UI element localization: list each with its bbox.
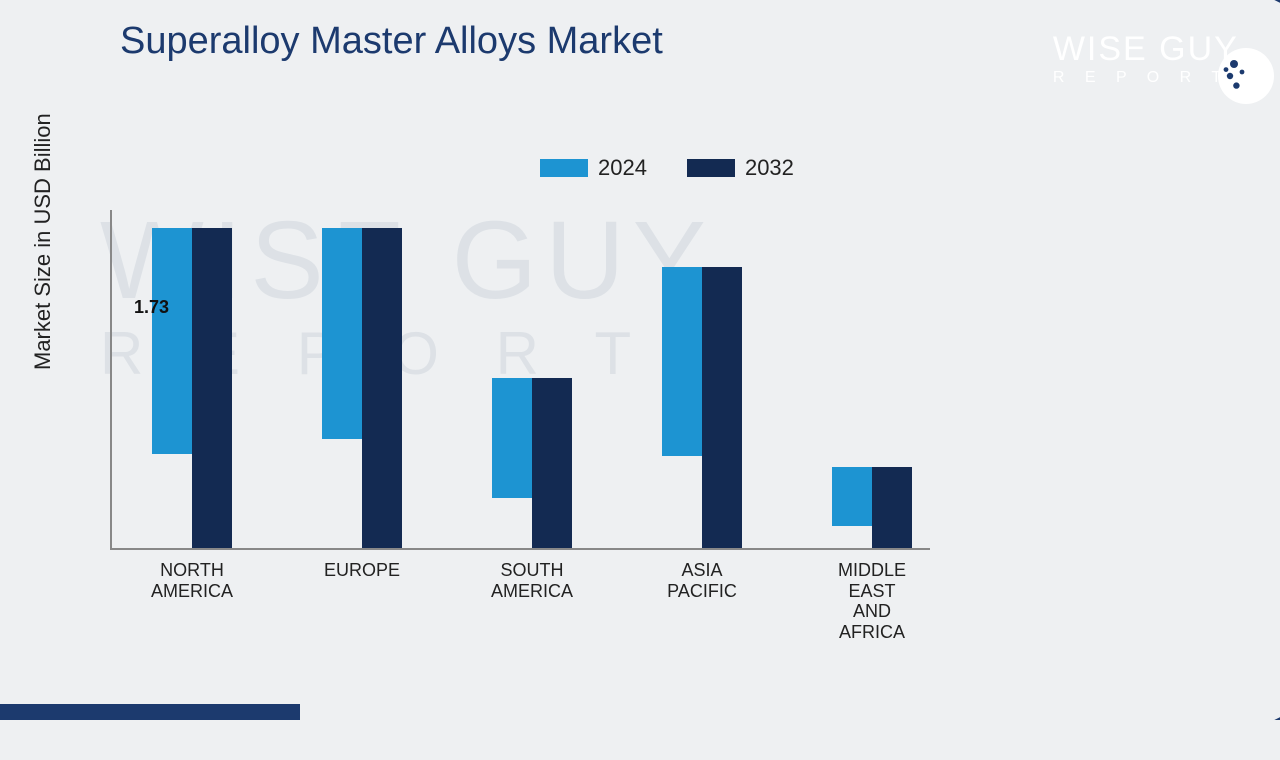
x-tick-label: MIDDLEEASTANDAFRICA — [802, 560, 942, 643]
bar-2024 — [152, 228, 192, 454]
legend-swatch-2032 — [687, 159, 735, 177]
bar-chart: NORTHAMERICA1.73EUROPESOUTHAMERICAASIAPA… — [110, 210, 930, 550]
bar-group — [642, 267, 762, 548]
x-tick-label: ASIAPACIFIC — [632, 560, 772, 601]
legend-item-2024: 2024 — [540, 155, 647, 181]
bar-2024 — [832, 467, 872, 526]
bar-2024 — [492, 378, 532, 498]
bar-2024 — [322, 228, 362, 440]
bar-2032 — [702, 267, 742, 548]
brand-logo: WISE GUY R E P O R T S — [1053, 30, 1260, 87]
y-axis-label: Market Size in USD Billion — [30, 113, 56, 370]
bar-2032 — [192, 228, 232, 548]
chart-title: Superalloy Master Alloys Market — [120, 20, 663, 63]
x-tick-label: EUROPE — [292, 560, 432, 581]
legend-label-2032: 2032 — [745, 155, 794, 181]
x-tick-label: SOUTHAMERICA — [462, 560, 602, 601]
bottom-accent-bar — [0, 704, 300, 720]
bar-2024 — [662, 267, 702, 457]
x-tick-label: NORTHAMERICA — [122, 560, 262, 601]
legend-label-2024: 2024 — [598, 155, 647, 181]
legend-swatch-2024 — [540, 159, 588, 177]
bar-2032 — [362, 228, 402, 548]
bar-2032 — [872, 467, 912, 548]
bar-2032 — [532, 378, 572, 548]
bar-group — [472, 378, 592, 548]
bar-group — [812, 467, 932, 548]
head-icon — [1198, 36, 1278, 116]
legend-item-2032: 2032 — [687, 155, 794, 181]
bar-group — [132, 228, 252, 548]
legend: 2024 2032 — [540, 155, 794, 181]
bar-value-label: 1.73 — [134, 297, 169, 318]
bar-group — [302, 228, 422, 548]
